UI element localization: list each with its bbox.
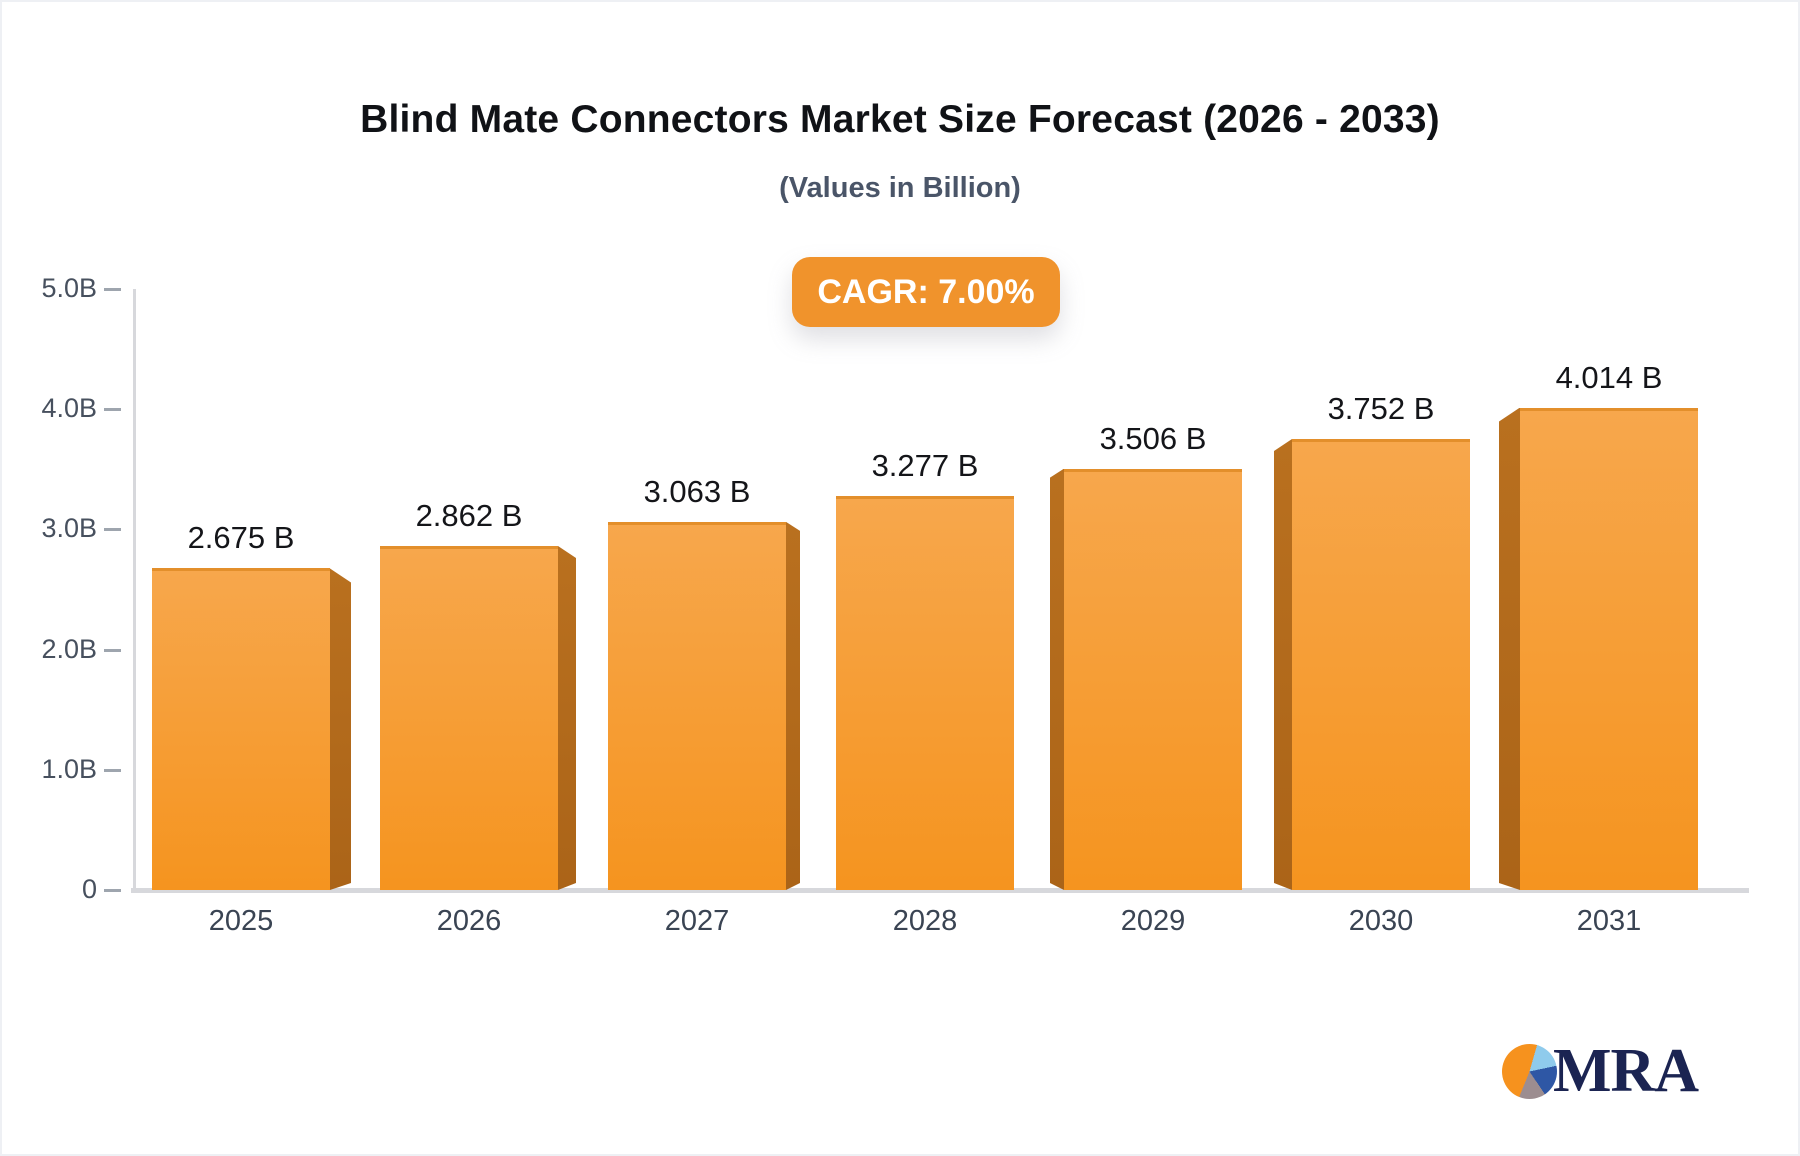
y-tick-dash bbox=[104, 768, 121, 772]
bar-face bbox=[1292, 439, 1470, 890]
mra-logo-text: MRA bbox=[1553, 1037, 1699, 1105]
x-axis-label: 2031 bbox=[1576, 905, 1642, 937]
y-tick-label: 4.0B bbox=[41, 393, 97, 424]
bar-side bbox=[786, 522, 800, 890]
bar-side bbox=[330, 568, 351, 890]
x-axis-label: 2026 bbox=[436, 905, 502, 937]
bar-face bbox=[836, 496, 1014, 890]
y-tick-dash bbox=[104, 408, 121, 412]
bar-value-label: 4.014 B bbox=[1555, 359, 1663, 395]
y-tick-label: 0 bbox=[81, 874, 97, 904]
bar-value-label: 3.063 B bbox=[643, 473, 751, 509]
x-axis-label: 2025 bbox=[208, 905, 274, 937]
pie-chart-logo-icon bbox=[1502, 1043, 1557, 1099]
x-axis-label: 2028 bbox=[892, 905, 958, 937]
cagr-badge: CAGR: 7.00% bbox=[792, 257, 1060, 327]
bar-side bbox=[558, 546, 576, 890]
bar-value-label: 3.506 B bbox=[1099, 420, 1207, 456]
y-tick-label: 3.0B bbox=[41, 513, 97, 544]
x-axis-line bbox=[131, 888, 1749, 893]
chart-subtitle: (Values in Billion) bbox=[779, 172, 1021, 204]
x-axis-label: 2027 bbox=[664, 905, 730, 937]
y-tick-dash bbox=[104, 648, 121, 652]
bar-face bbox=[152, 568, 330, 890]
bar-face bbox=[608, 521, 786, 890]
y-tick-dash bbox=[104, 528, 121, 532]
bar-face bbox=[1520, 407, 1698, 890]
bar-side bbox=[1050, 469, 1064, 890]
bar-face bbox=[380, 545, 558, 890]
bar-side bbox=[1499, 408, 1520, 890]
chart-title: Blind Mate Connectors Market Size Foreca… bbox=[360, 98, 1440, 141]
bar-value-label: 2.862 B bbox=[415, 497, 523, 533]
mra-logo: MRA bbox=[1502, 1037, 1699, 1105]
y-tick-label: 5.0B bbox=[41, 273, 97, 303]
bar-value-label: 3.277 B bbox=[871, 448, 979, 484]
bar-side bbox=[1274, 439, 1292, 890]
x-axis-label: 2030 bbox=[1348, 905, 1414, 937]
bar-face bbox=[1064, 468, 1242, 890]
bar-value-label: 3.752 B bbox=[1327, 391, 1435, 426]
y-tick-label: 1.0B bbox=[41, 753, 97, 784]
x-axis-label: 2029 bbox=[1120, 905, 1186, 937]
y-tick-dash bbox=[104, 889, 121, 892]
y-axis-line bbox=[133, 289, 136, 890]
y-tick-label: 2.0B bbox=[41, 633, 97, 664]
y-tick-dash bbox=[104, 288, 121, 291]
bar-value-label: 2.675 B bbox=[187, 520, 295, 556]
